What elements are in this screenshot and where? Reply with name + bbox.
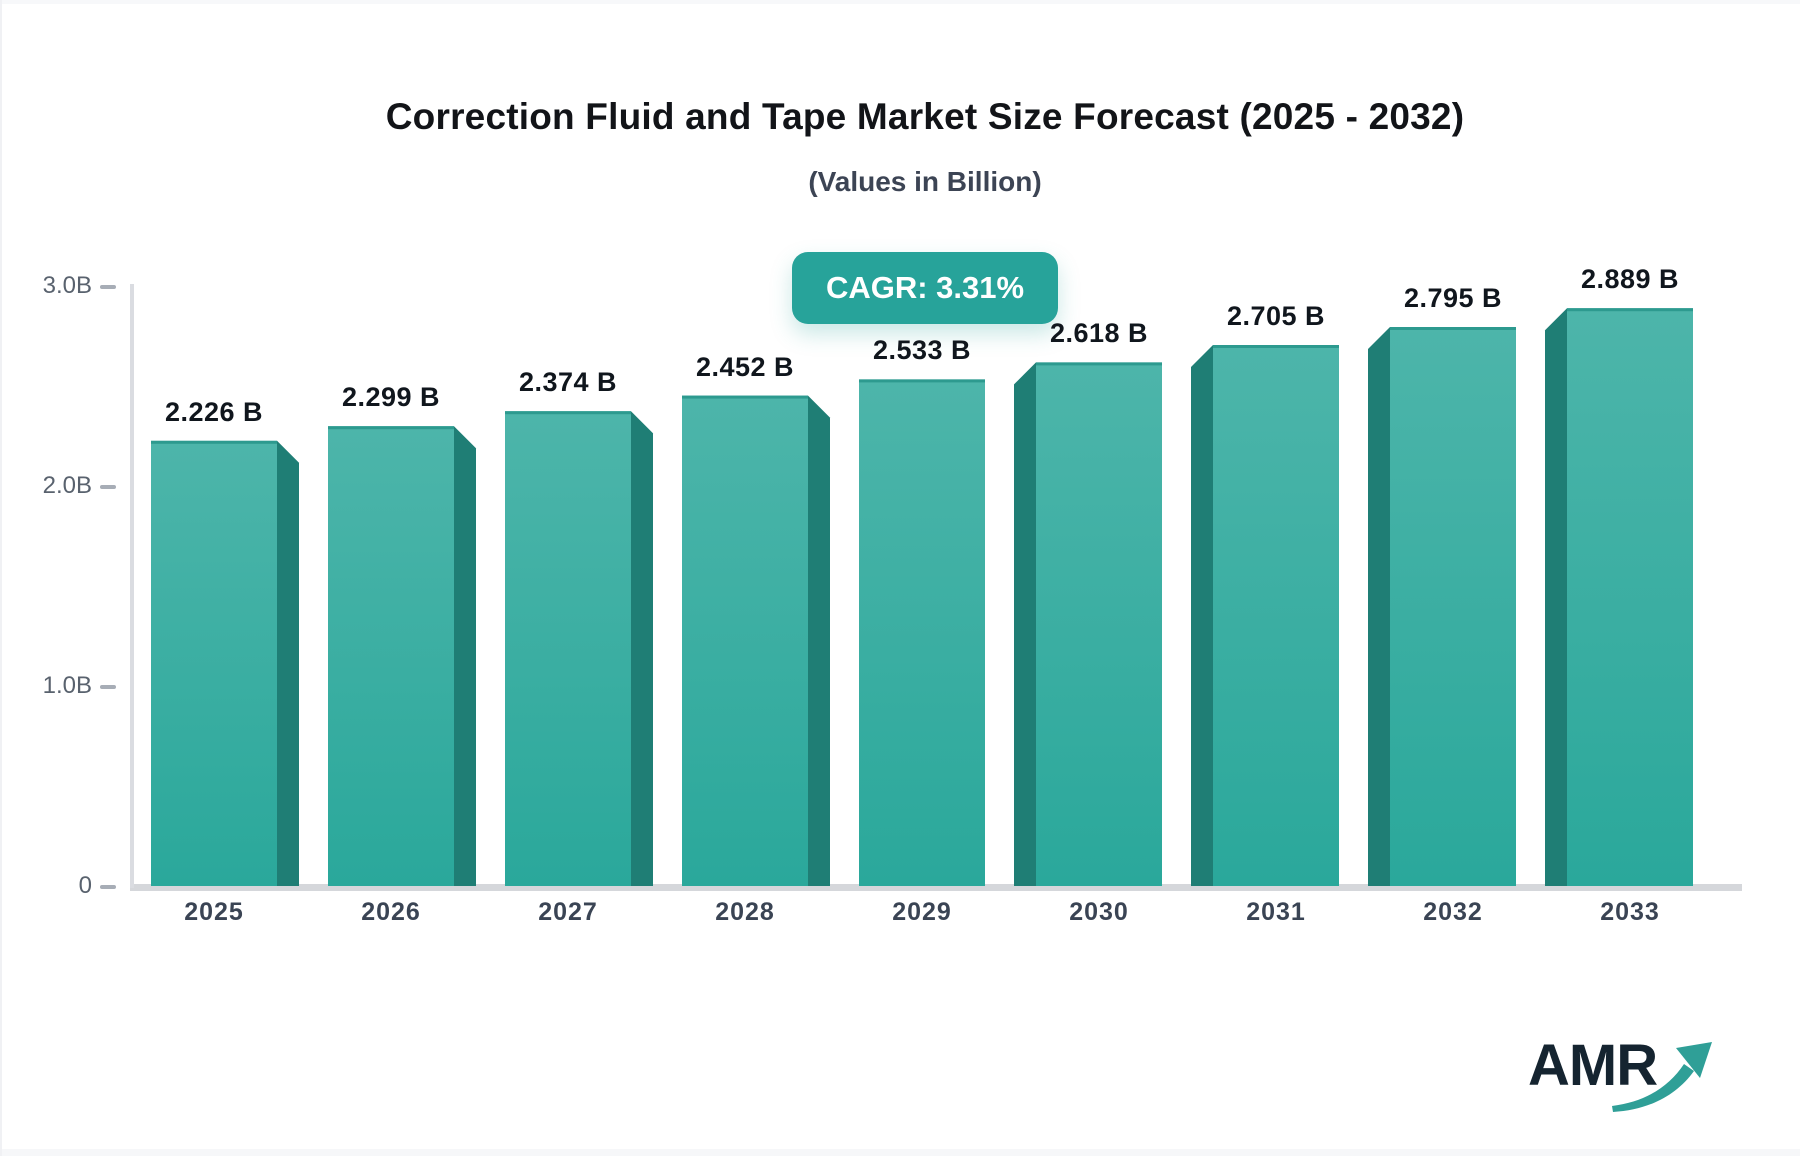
bar-side-2033 bbox=[1545, 308, 1567, 886]
bar-top-edge-2031 bbox=[1213, 345, 1339, 348]
value-label-2033: 2.889 B bbox=[1580, 264, 1680, 295]
year-label-2032: 2032 bbox=[1423, 898, 1483, 926]
window-edge-top bbox=[0, 0, 1800, 4]
value-label-2031: 2.705 B bbox=[1226, 301, 1326, 331]
chart-title: Correction Fluid and Tape Market Size Fo… bbox=[385, 96, 1465, 137]
year-label-2030: 2030 bbox=[1069, 898, 1129, 926]
bar-2032 bbox=[1390, 327, 1516, 886]
value-label-2029: 2.533 B bbox=[872, 335, 972, 366]
bar-2027 bbox=[505, 411, 631, 886]
year-label-2028: 2028 bbox=[715, 898, 775, 926]
bar-top-edge-2033 bbox=[1567, 308, 1693, 312]
bar-top-edge-2032 bbox=[1390, 327, 1516, 330]
amr-logo-text: AMR bbox=[1528, 1033, 1658, 1098]
bar-side-2030 bbox=[1014, 362, 1036, 886]
bar-side-2025 bbox=[277, 440, 299, 886]
bar-top-edge-2028 bbox=[682, 395, 808, 399]
y-tick-1.0B bbox=[100, 685, 116, 689]
value-label-2027: 2.374 B bbox=[518, 367, 618, 398]
bar-2025 bbox=[151, 440, 277, 886]
bar-2031 bbox=[1213, 345, 1339, 886]
value-label-2025: 2.226 B bbox=[164, 396, 264, 427]
y-tick-label-1.0B: 1.0B bbox=[42, 672, 92, 699]
cagr-badge-label: CAGR: 3.31% bbox=[825, 270, 1025, 305]
value-label-2032: 2.795 B bbox=[1403, 283, 1503, 313]
bar-top-edge-2029 bbox=[859, 379, 985, 383]
y-tick-3.0B bbox=[100, 285, 116, 289]
bar-side-2027 bbox=[631, 411, 653, 886]
amr-logo: AMR bbox=[1528, 1032, 1728, 1122]
value-label-2030: 2.618 B bbox=[1049, 318, 1149, 349]
bar-2026 bbox=[328, 426, 454, 886]
bar-top-edge-2026 bbox=[328, 426, 454, 430]
bar-top-edge-2030 bbox=[1036, 362, 1162, 366]
x-axis-baseline bbox=[130, 884, 1742, 891]
y-tick-label-0: 0 bbox=[78, 872, 92, 899]
year-label-2031: 2031 bbox=[1246, 898, 1306, 926]
bar-top-edge-2025 bbox=[151, 440, 277, 444]
window-edge-bottom bbox=[0, 1149, 1800, 1156]
bar-2033 bbox=[1567, 308, 1693, 886]
year-label-2027: 2027 bbox=[538, 898, 598, 926]
bar-top-edge-2027 bbox=[505, 411, 631, 415]
window-edge-left bbox=[0, 0, 2, 1156]
y-tick-0 bbox=[100, 885, 116, 889]
bar-side-2026 bbox=[454, 426, 476, 886]
chart-subtitle: (Values in Billion) bbox=[808, 166, 1042, 197]
bar-side-2031 bbox=[1191, 345, 1213, 886]
year-label-2025: 2025 bbox=[184, 898, 244, 926]
year-label-2026: 2026 bbox=[361, 898, 421, 926]
value-label-2026: 2.299 B bbox=[341, 382, 441, 413]
year-label-2029: 2029 bbox=[892, 898, 952, 926]
amr-logo-arrow-icon bbox=[1612, 1042, 1712, 1112]
y-tick-label-2.0B: 2.0B bbox=[42, 472, 92, 499]
bar-2029 bbox=[859, 379, 985, 886]
y-axis-line bbox=[130, 284, 134, 888]
year-label-2033: 2033 bbox=[1600, 898, 1660, 926]
bar-2030 bbox=[1036, 362, 1162, 886]
bar-2028 bbox=[682, 395, 808, 886]
cagr-badge: CAGR: 3.31% bbox=[792, 252, 1058, 324]
y-tick-label-3.0B: 3.0B bbox=[42, 272, 92, 299]
bar-side-2032 bbox=[1368, 327, 1390, 886]
value-label-2028: 2.452 B bbox=[695, 351, 795, 382]
y-tick-2.0B bbox=[100, 485, 116, 489]
bar-side-2028 bbox=[808, 395, 830, 886]
